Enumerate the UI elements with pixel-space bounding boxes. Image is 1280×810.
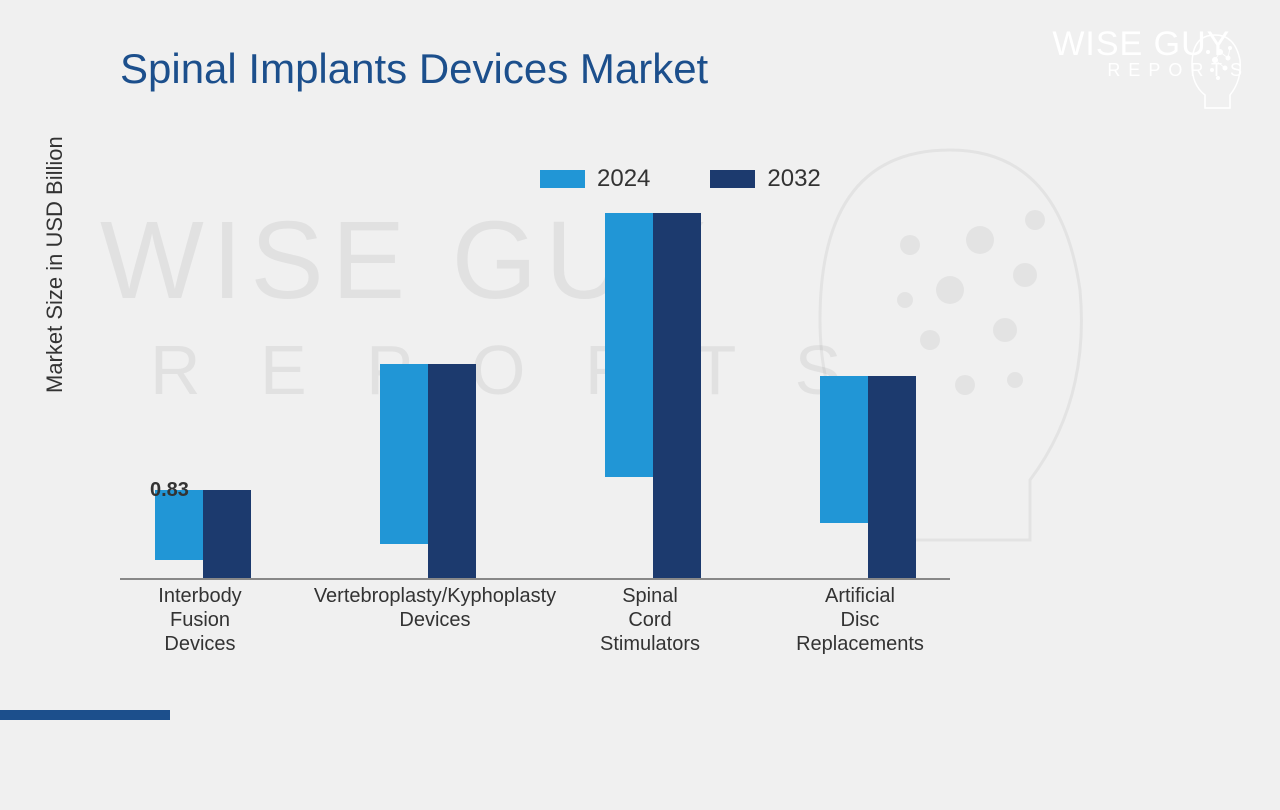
bar-group (605, 213, 701, 578)
accent-bar (0, 710, 170, 720)
legend-item-2024: 2024 (540, 165, 650, 193)
bar-2032 (868, 376, 916, 578)
legend-label-2032: 2032 (767, 165, 820, 193)
bar-2032 (428, 364, 476, 578)
bar-value-label: 0.83 (150, 479, 189, 502)
y-axis-label: Market Size in USD Billion (42, 136, 68, 393)
bar-group (820, 376, 916, 578)
chart-title: Spinal Implants Devices Market (120, 45, 708, 93)
x-axis-baseline (120, 578, 950, 580)
legend-swatch-2032 (710, 170, 755, 188)
bar-2032 (203, 490, 251, 578)
category-label: InterbodyFusionDevices (120, 584, 280, 656)
head-icon (1180, 30, 1250, 110)
bar-2024 (820, 376, 868, 523)
bar-2024 (380, 364, 428, 545)
bar-2032 (653, 213, 701, 578)
brand-logo: WISE GUY REPORTS (1052, 25, 1250, 81)
chart-legend: 2024 2032 (540, 165, 821, 193)
category-label: ArtificialDiscReplacements (760, 584, 960, 656)
bar-group (155, 490, 251, 578)
category-label: Vertebroplasty/KyphoplastyDevices (270, 584, 600, 632)
bar-2024 (605, 213, 653, 478)
legend-item-2032: 2032 (710, 165, 820, 193)
legend-swatch-2024 (540, 170, 585, 188)
bar-group (380, 364, 476, 578)
legend-label-2024: 2024 (597, 165, 650, 193)
category-label: SpinalCordStimulators (570, 584, 730, 656)
chart-plot-area: 0.83InterbodyFusionDevicesVertebroplasty… (120, 200, 950, 580)
